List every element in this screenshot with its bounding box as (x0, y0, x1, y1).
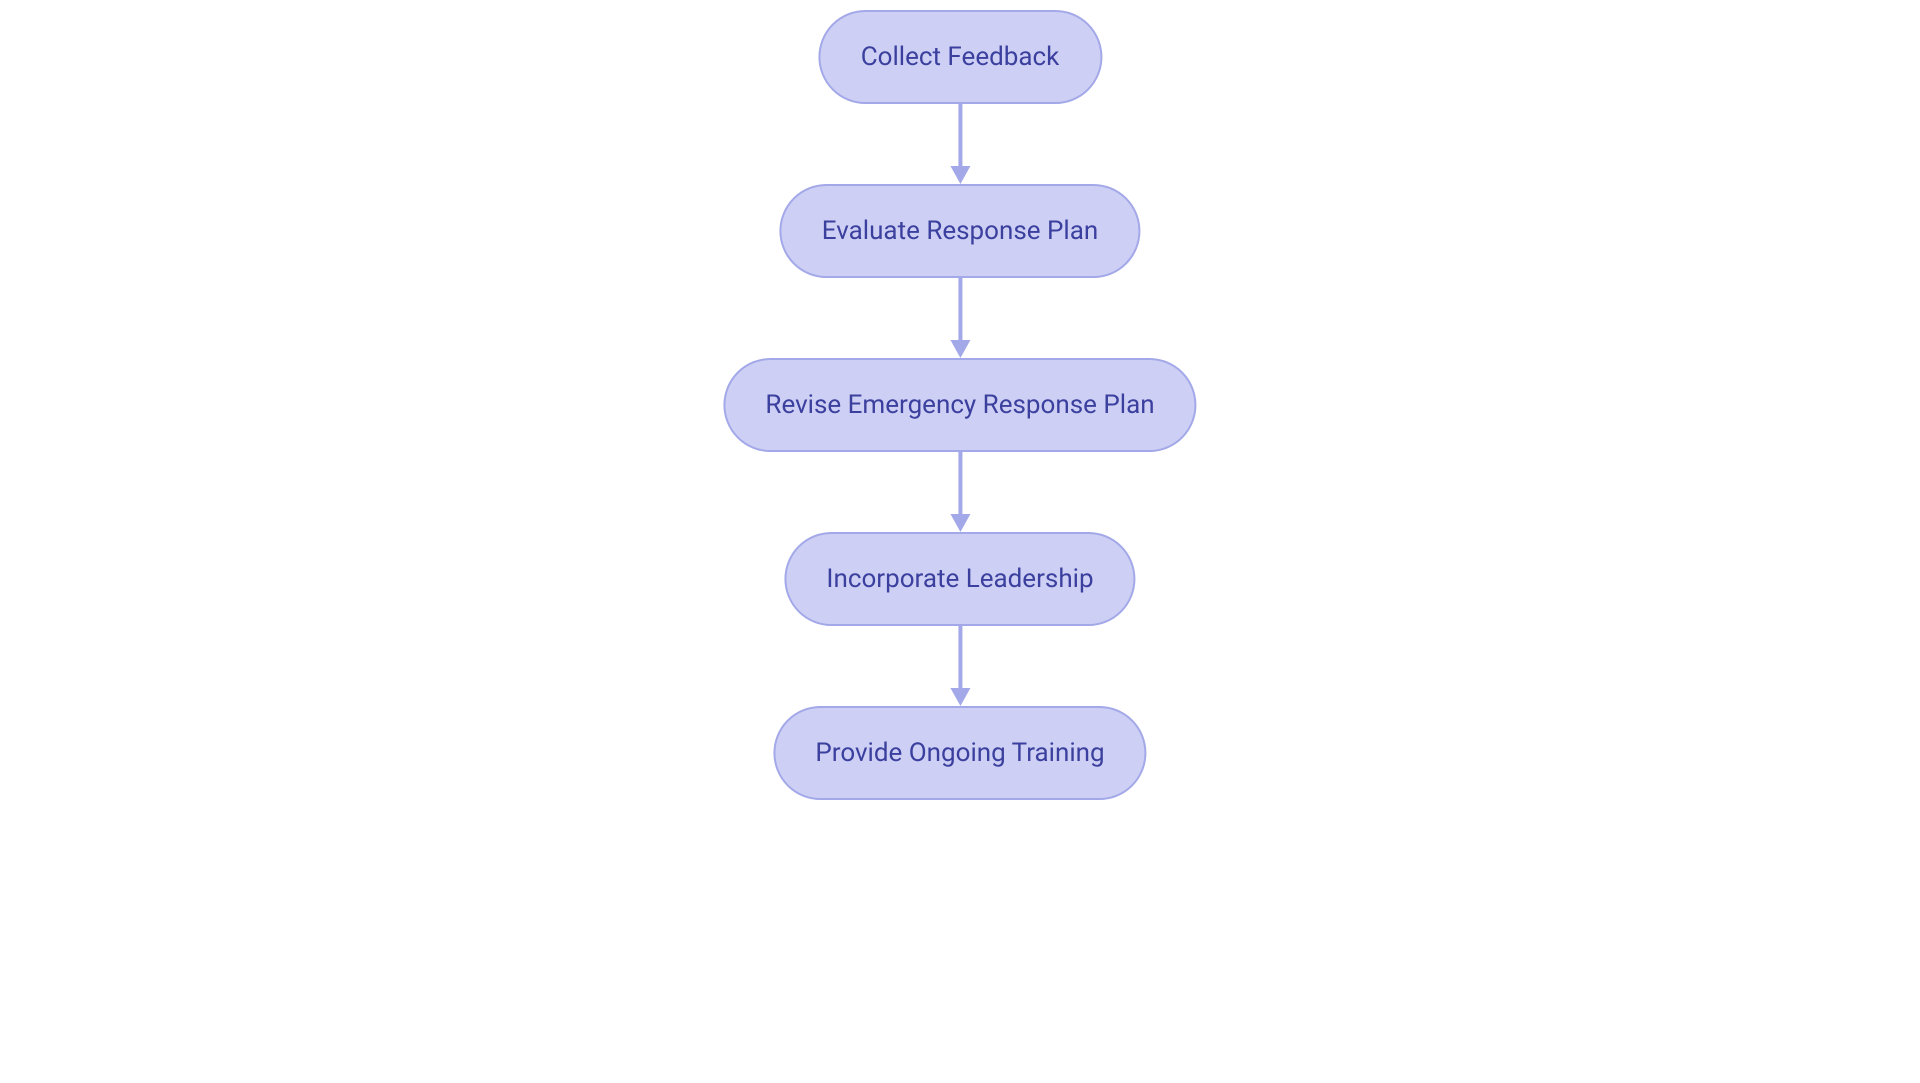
node-label: Incorporate Leadership (826, 564, 1093, 594)
flowchart-arrow (950, 626, 970, 706)
arrow-head-icon (950, 514, 970, 532)
flowchart-node: Evaluate Response Plan (780, 184, 1140, 278)
arrow-line (958, 278, 962, 340)
arrow-line (958, 104, 962, 166)
flowchart-node: Revise Emergency Response Plan (723, 358, 1196, 452)
flowchart-node: Collect Feedback (818, 10, 1102, 104)
node-label: Revise Emergency Response Plan (765, 390, 1154, 420)
node-label: Provide Ongoing Training (815, 738, 1104, 768)
flowchart-arrow (950, 278, 970, 358)
flowchart-arrow (950, 452, 970, 532)
node-label: Evaluate Response Plan (822, 216, 1098, 246)
flowchart-node: Incorporate Leadership (784, 532, 1135, 626)
arrow-head-icon (950, 340, 970, 358)
node-label: Collect Feedback (861, 42, 1060, 72)
arrow-line (958, 626, 962, 688)
arrow-head-icon (950, 688, 970, 706)
flowchart-arrow (950, 104, 970, 184)
flowchart-node: Provide Ongoing Training (773, 706, 1146, 800)
arrow-head-icon (950, 166, 970, 184)
arrow-line (958, 452, 962, 514)
flowchart-container: Collect Feedback Evaluate Response Plan … (723, 10, 1196, 800)
